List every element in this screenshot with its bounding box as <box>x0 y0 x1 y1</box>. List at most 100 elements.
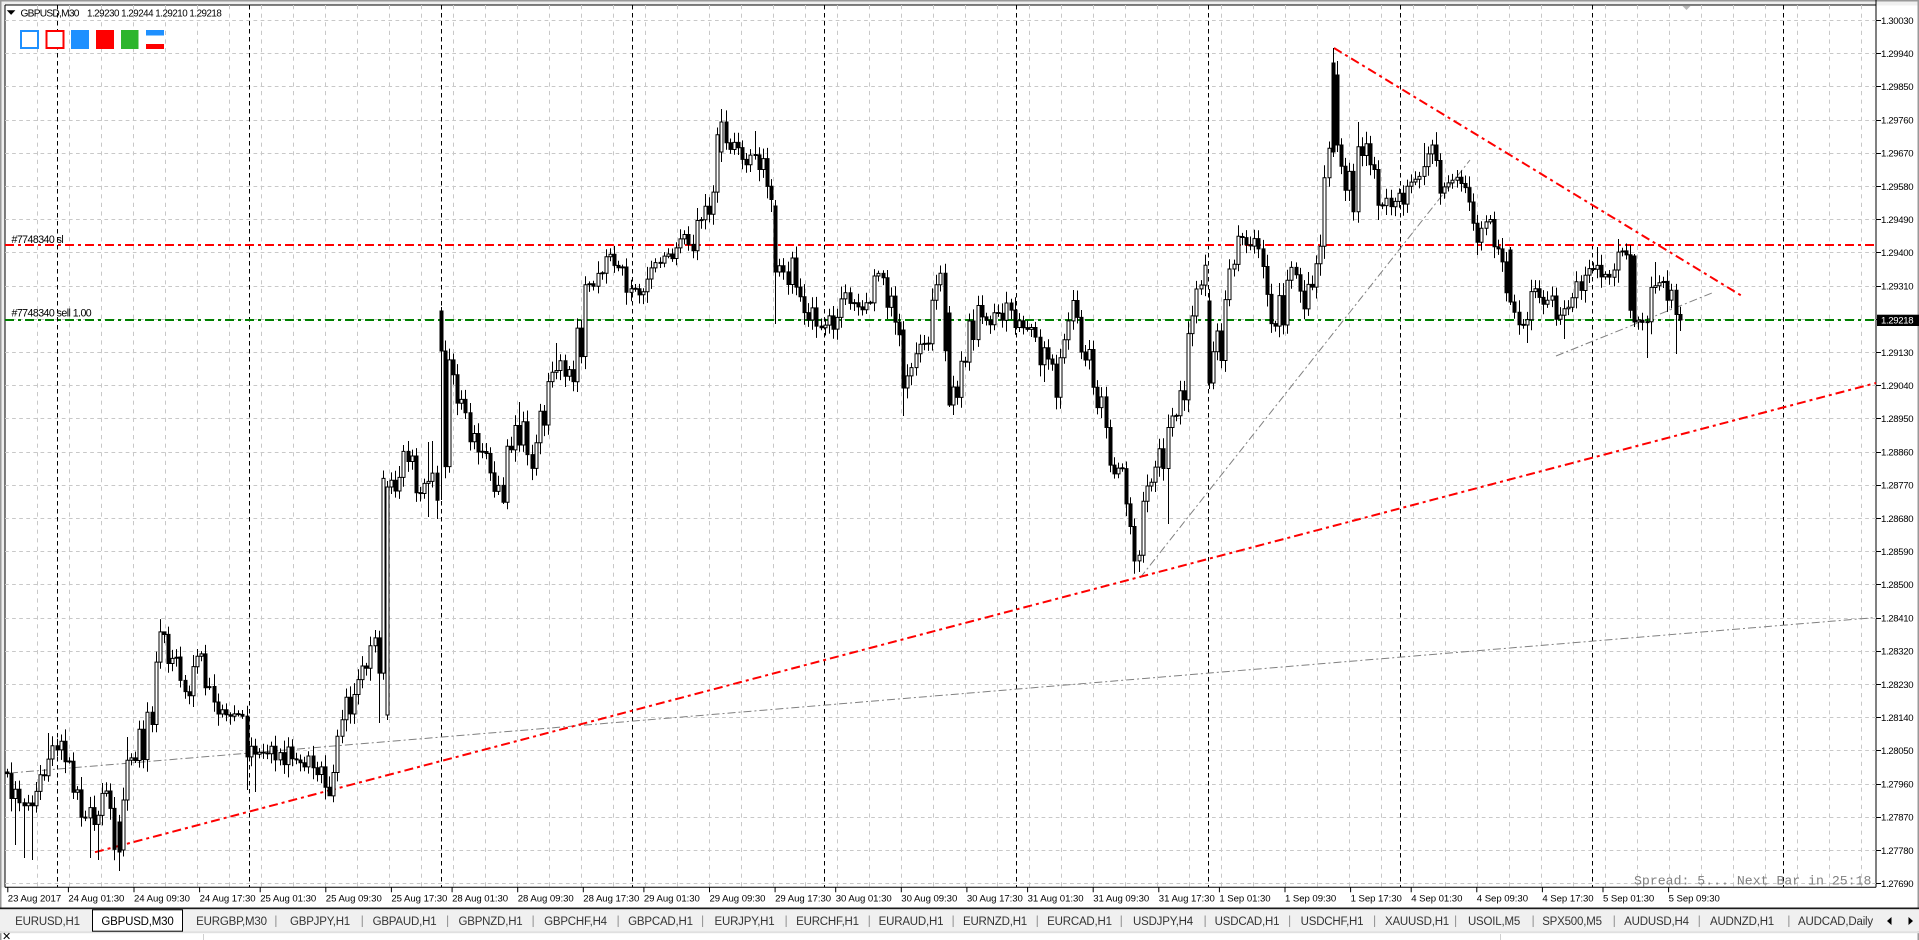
svg-text:1.29490: 1.29490 <box>1881 215 1913 226</box>
svg-text:✕: ✕ <box>2 931 11 940</box>
svg-text:1 Sep 01:30: 1 Sep 01:30 <box>1219 894 1270 905</box>
svg-text:|: | <box>1532 916 1535 928</box>
svg-text:1.28500: 1.28500 <box>1881 580 1913 591</box>
svg-text:GBPCHF,H4: GBPCHF,H4 <box>544 916 608 928</box>
svg-text:25 Aug 17:30: 25 Aug 17:30 <box>391 894 447 905</box>
svg-text:1.29670: 1.29670 <box>1881 149 1913 160</box>
svg-text:EURGBP,M30: EURGBP,M30 <box>196 916 267 928</box>
svg-text:1.28410: 1.28410 <box>1881 613 1913 624</box>
svg-text:1.27690: 1.27690 <box>1881 879 1913 890</box>
svg-text:28 Aug 09:30: 28 Aug 09:30 <box>518 894 574 905</box>
svg-text:#7748340 sell 1.00: #7748340 sell 1.00 <box>12 308 92 320</box>
svg-text:|: | <box>1787 916 1790 928</box>
svg-text:EURAUD,H1: EURAUD,H1 <box>879 916 944 928</box>
svg-text:|: | <box>1036 916 1039 928</box>
svg-text:|: | <box>274 916 277 928</box>
svg-text:GBPNZD,H1: GBPNZD,H1 <box>458 916 522 928</box>
svg-text:1.28140: 1.28140 <box>1881 713 1913 724</box>
svg-text:GBPCAD,H1: GBPCAD,H1 <box>628 916 693 928</box>
svg-text:1.28680: 1.28680 <box>1881 514 1913 525</box>
svg-text:#7748340 sl: #7748340 sl <box>12 234 64 246</box>
svg-text:GBPJPY,H1: GBPJPY,H1 <box>290 916 350 928</box>
svg-text:USDCAD,H1: USDCAD,H1 <box>1215 916 1280 928</box>
svg-text:|: | <box>952 916 955 928</box>
svg-text:30 Aug 17:30: 30 Aug 17:30 <box>967 894 1023 905</box>
svg-text:31 Aug 01:30: 31 Aug 01:30 <box>1028 894 1084 905</box>
svg-text:29 Aug 01:30: 29 Aug 01:30 <box>644 894 700 905</box>
svg-text:24 Aug 01:30: 24 Aug 01:30 <box>68 894 124 905</box>
svg-text:|: | <box>617 916 620 928</box>
svg-text:|: | <box>1204 916 1207 928</box>
svg-text:GBPAUD,H1: GBPAUD,H1 <box>373 916 437 928</box>
svg-text:USOIL,M5: USOIL,M5 <box>1468 916 1520 928</box>
svg-text:AUDNZD,H1: AUDNZD,H1 <box>1710 916 1774 928</box>
svg-text:24 Aug 17:30: 24 Aug 17:30 <box>200 894 256 905</box>
svg-text:Spread: 5... Next Bar in 25:18: Spread: 5... Next Bar in 25:18 <box>1634 874 1871 889</box>
svg-text:1.28320: 1.28320 <box>1881 647 1913 658</box>
svg-text:GBPUSD,M30: GBPUSD,M30 <box>21 9 80 20</box>
svg-text:1.29130: 1.29130 <box>1881 348 1913 359</box>
svg-text:29 Aug 17:30: 29 Aug 17:30 <box>775 894 831 905</box>
svg-text:28 Aug 17:30: 28 Aug 17:30 <box>583 894 639 905</box>
svg-text:1.28950: 1.28950 <box>1881 414 1913 425</box>
svg-text:1.28770: 1.28770 <box>1881 481 1913 492</box>
svg-text:1.29218: 1.29218 <box>1881 316 1913 327</box>
svg-text:29 Aug 09:30: 29 Aug 09:30 <box>710 894 766 905</box>
svg-text:|: | <box>868 916 871 928</box>
svg-text:|: | <box>1698 916 1701 928</box>
svg-text:1.29580: 1.29580 <box>1881 182 1913 193</box>
svg-text:31 Aug 17:30: 31 Aug 17:30 <box>1159 894 1215 905</box>
svg-text:1.29940: 1.29940 <box>1881 49 1913 60</box>
svg-text:1 Sep 17:30: 1 Sep 17:30 <box>1351 894 1402 905</box>
svg-text:EURCHF,H1: EURCHF,H1 <box>796 916 859 928</box>
svg-text:1.29760: 1.29760 <box>1881 115 1913 126</box>
svg-text:1.29400: 1.29400 <box>1881 248 1913 259</box>
svg-text:EURCAD,H1: EURCAD,H1 <box>1047 916 1112 928</box>
svg-text:4 Sep 01:30: 4 Sep 01:30 <box>1411 894 1462 905</box>
svg-text:31 Aug 09:30: 31 Aug 09:30 <box>1093 894 1149 905</box>
svg-text:|: | <box>1454 916 1457 928</box>
svg-text:|: | <box>785 916 788 928</box>
svg-text:25 Aug 09:30: 25 Aug 09:30 <box>326 894 382 905</box>
svg-text:EURJPY,H1: EURJPY,H1 <box>715 916 775 928</box>
svg-text:1.28860: 1.28860 <box>1881 447 1913 458</box>
svg-text:EURUSD,H1: EURUSD,H1 <box>15 916 80 928</box>
svg-text:1.29850: 1.29850 <box>1881 82 1913 93</box>
svg-text:30 Aug 09:30: 30 Aug 09:30 <box>901 894 957 905</box>
svg-text:|: | <box>446 916 449 928</box>
svg-text:25 Aug 01:30: 25 Aug 01:30 <box>260 894 316 905</box>
svg-text:1.29040: 1.29040 <box>1881 381 1913 392</box>
svg-text:EURNZD,H1: EURNZD,H1 <box>963 916 1027 928</box>
svg-text:1.27870: 1.27870 <box>1881 813 1913 824</box>
svg-text:AUDUSD,H4: AUDUSD,H4 <box>1624 916 1689 928</box>
svg-text:GBPUSD,M30: GBPUSD,M30 <box>101 916 173 928</box>
svg-text:5 Sep 09:30: 5 Sep 09:30 <box>1669 894 1720 905</box>
svg-text:1.27780: 1.27780 <box>1881 846 1913 857</box>
svg-text:|: | <box>1288 916 1291 928</box>
svg-text:1.29310: 1.29310 <box>1881 281 1913 292</box>
svg-text:1.28230: 1.28230 <box>1881 680 1913 691</box>
svg-text:5 Sep 01:30: 5 Sep 01:30 <box>1603 894 1654 905</box>
svg-text:XAUUSD,H1: XAUUSD,H1 <box>1385 916 1449 928</box>
svg-text:|: | <box>1373 916 1376 928</box>
svg-text:28 Aug 01:30: 28 Aug 01:30 <box>452 894 508 905</box>
svg-text:|: | <box>361 916 364 928</box>
svg-text:23 Aug 2017: 23 Aug 2017 <box>8 894 61 905</box>
svg-text:AUDCAD,Daily: AUDCAD,Daily <box>1798 916 1873 928</box>
svg-text:|: | <box>701 916 704 928</box>
svg-text:1.28050: 1.28050 <box>1881 746 1913 757</box>
svg-text:1.29230 1.29244 1.29210 1.2921: 1.29230 1.29244 1.29210 1.29218 <box>87 9 222 20</box>
svg-text:1.27960: 1.27960 <box>1881 779 1913 790</box>
svg-text:1 Sep 09:30: 1 Sep 09:30 <box>1285 894 1336 905</box>
svg-text:USDJPY,H4: USDJPY,H4 <box>1133 916 1194 928</box>
svg-text:1.28590: 1.28590 <box>1881 547 1913 558</box>
svg-text:4 Sep 09:30: 4 Sep 09:30 <box>1477 894 1528 905</box>
svg-text:1.30030: 1.30030 <box>1881 16 1913 27</box>
svg-text:4 Sep 17:30: 4 Sep 17:30 <box>1542 894 1593 905</box>
svg-text:30 Aug 01:30: 30 Aug 01:30 <box>836 894 892 905</box>
svg-text:24 Aug 09:30: 24 Aug 09:30 <box>134 894 190 905</box>
svg-text:|: | <box>532 916 535 928</box>
svg-text:|: | <box>1120 916 1123 928</box>
svg-text:SPX500,M5: SPX500,M5 <box>1542 916 1602 928</box>
svg-text:|: | <box>1613 916 1616 928</box>
